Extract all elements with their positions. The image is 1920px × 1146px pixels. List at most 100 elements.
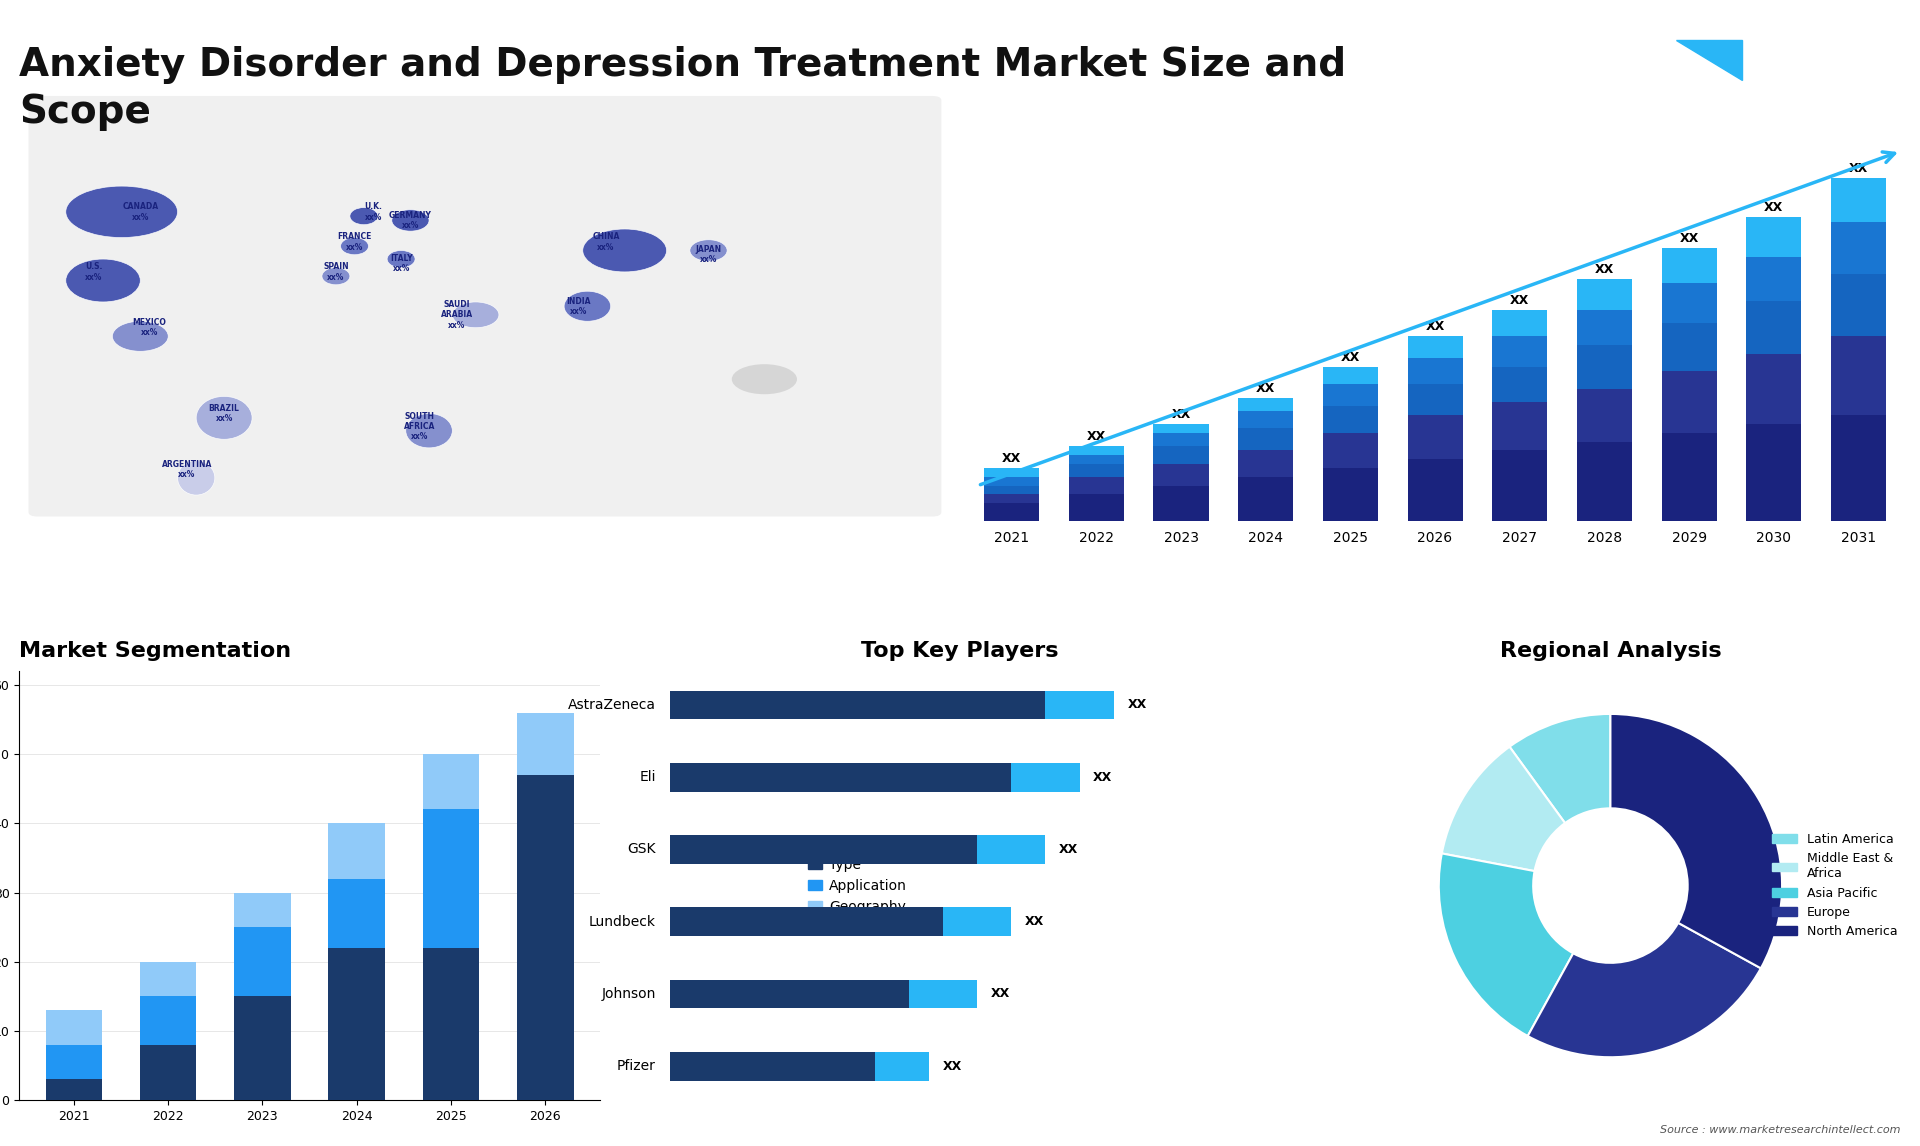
Text: XX: XX: [1511, 293, 1530, 307]
Bar: [1661, 248, 1716, 283]
Ellipse shape: [476, 195, 680, 306]
Text: XX: XX: [1764, 202, 1784, 214]
Bar: [1323, 407, 1379, 433]
Text: CANADA
xx%: CANADA xx%: [123, 202, 157, 221]
Text: JAPAN
xx%: JAPAN xx%: [695, 245, 722, 265]
Text: ARGENTINA
xx%: ARGENTINA xx%: [161, 460, 211, 479]
Bar: [1012, 763, 1079, 792]
Bar: [1238, 398, 1294, 410]
Bar: [1492, 402, 1548, 450]
Wedge shape: [1611, 714, 1782, 968]
Bar: [943, 908, 1012, 936]
Bar: [1832, 336, 1885, 415]
Bar: [670, 1052, 876, 1081]
Bar: [46, 1010, 102, 1045]
Bar: [1323, 384, 1379, 407]
Ellipse shape: [689, 240, 728, 261]
Ellipse shape: [388, 251, 415, 268]
Title: Top Key Players: Top Key Players: [862, 641, 1058, 661]
Text: XX: XX: [1171, 408, 1190, 422]
Bar: [1069, 494, 1123, 520]
Bar: [234, 927, 290, 996]
Text: MARKET
RESEARCH
INTELLECT: MARKET RESEARCH INTELLECT: [1770, 62, 1837, 99]
Bar: [1069, 446, 1123, 455]
Bar: [46, 1045, 102, 1080]
Bar: [1832, 221, 1885, 274]
Bar: [328, 879, 386, 948]
Bar: [1661, 433, 1716, 520]
Polygon shape: [1676, 40, 1741, 80]
Text: XX: XX: [1680, 233, 1699, 245]
Bar: [140, 1045, 196, 1100]
Bar: [1407, 384, 1463, 415]
Bar: [234, 893, 290, 927]
Ellipse shape: [65, 259, 140, 301]
Bar: [1407, 336, 1463, 358]
Bar: [1154, 464, 1208, 486]
Text: Pfizer: Pfizer: [616, 1059, 657, 1073]
Text: Eli: Eli: [639, 770, 657, 784]
Bar: [670, 763, 1012, 792]
Bar: [985, 468, 1039, 477]
Ellipse shape: [564, 291, 611, 321]
Text: Anxiety Disorder and Depression Treatment Market Size and
Scope: Anxiety Disorder and Depression Treatmen…: [19, 46, 1346, 131]
Bar: [670, 908, 943, 936]
Bar: [1323, 468, 1379, 520]
Bar: [140, 996, 196, 1045]
Text: XX: XX: [1596, 264, 1615, 276]
Text: Market Segmentation: Market Segmentation: [19, 641, 292, 661]
Wedge shape: [1528, 923, 1761, 1058]
Bar: [422, 809, 480, 948]
Text: GSK: GSK: [628, 842, 657, 856]
Ellipse shape: [405, 414, 453, 448]
Bar: [1407, 358, 1463, 384]
Bar: [1576, 441, 1632, 520]
Ellipse shape: [349, 207, 378, 225]
Bar: [1238, 429, 1294, 450]
Bar: [1661, 323, 1716, 371]
Text: XX: XX: [1025, 916, 1044, 928]
Bar: [1154, 486, 1208, 520]
Ellipse shape: [196, 397, 252, 439]
Bar: [1576, 345, 1632, 388]
Bar: [328, 823, 386, 879]
Bar: [1747, 217, 1801, 257]
Bar: [1576, 309, 1632, 345]
Text: Johnson: Johnson: [601, 987, 657, 1000]
Bar: [1238, 450, 1294, 477]
Bar: [1576, 278, 1632, 309]
Wedge shape: [1509, 714, 1611, 823]
Bar: [1407, 460, 1463, 520]
Bar: [1832, 178, 1885, 221]
Bar: [1747, 257, 1801, 300]
Bar: [1154, 446, 1208, 464]
FancyBboxPatch shape: [29, 96, 941, 517]
Bar: [1407, 415, 1463, 460]
Bar: [328, 948, 386, 1100]
Bar: [1492, 367, 1548, 402]
Wedge shape: [1438, 854, 1572, 1036]
Ellipse shape: [355, 212, 428, 264]
Bar: [1154, 424, 1208, 433]
Legend: Type, Application, Geography: Type, Application, Geography: [803, 853, 912, 919]
Text: GERMANY
xx%: GERMANY xx%: [390, 211, 432, 230]
Bar: [516, 713, 574, 775]
Text: SOUTH
AFRICA
xx%: SOUTH AFRICA xx%: [403, 411, 436, 441]
Bar: [46, 1080, 102, 1100]
Bar: [908, 980, 977, 1008]
Bar: [985, 477, 1039, 486]
Bar: [985, 494, 1039, 503]
Text: Lundbeck: Lundbeck: [589, 915, 657, 928]
Bar: [1492, 336, 1548, 367]
Text: XX: XX: [1092, 771, 1112, 784]
Bar: [1832, 415, 1885, 520]
Text: U.K.
xx%: U.K. xx%: [365, 202, 382, 221]
Bar: [1492, 450, 1548, 520]
Bar: [1661, 283, 1716, 323]
Text: AstraZeneca: AstraZeneca: [568, 698, 657, 712]
Ellipse shape: [65, 186, 177, 237]
Polygon shape: [1628, 40, 1741, 120]
Bar: [1044, 691, 1114, 720]
Bar: [1661, 371, 1716, 433]
Text: SPAIN
xx%: SPAIN xx%: [323, 262, 349, 282]
